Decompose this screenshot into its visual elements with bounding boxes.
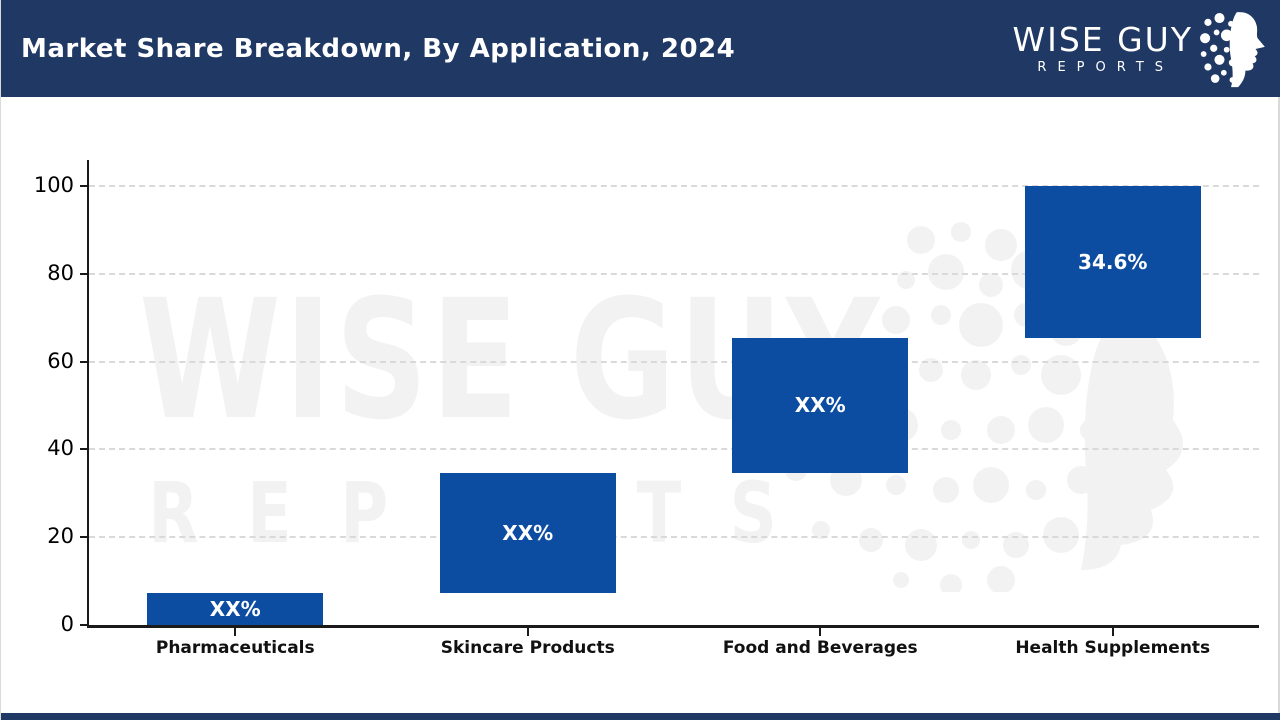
gridline <box>89 185 1259 187</box>
x-axis-label-health-supplements: Health Supplements <box>1015 638 1211 658</box>
logo-subtext: REPORTS <box>1037 60 1175 75</box>
header: Market Share Breakdown, By Application, … <box>1 0 1280 97</box>
y-tick <box>80 185 89 187</box>
x-axis-line <box>87 625 1259 628</box>
y-tick-label: 60 <box>47 348 74 373</box>
gridline <box>89 360 1259 363</box>
x-tick <box>819 628 822 636</box>
gridline <box>89 448 1259 451</box>
x-tick <box>1111 628 1114 636</box>
y-tick <box>80 272 89 275</box>
bar-food-and-beverages: XX% <box>732 337 909 474</box>
x-tick <box>234 628 237 636</box>
y-tick-label: 80 <box>47 260 74 285</box>
bar-value-label: 34.6% <box>1078 249 1148 274</box>
logo-text: WISE GUY REPORTS <box>1012 23 1193 74</box>
footer-bar <box>1 713 1280 720</box>
bar-health-supplements: 34.6% <box>1024 186 1201 338</box>
wiseguy-logo: WISE GUY REPORTS <box>1012 8 1267 90</box>
chart-title: Market Share Breakdown, By Application, … <box>21 33 736 64</box>
bar-value-label: XX% <box>502 521 554 546</box>
x-axis-label-pharmaceuticals: Pharmaceuticals <box>155 638 315 658</box>
bar-skincare-products: XX% <box>439 473 616 593</box>
bar-value-label: XX% <box>209 596 261 621</box>
x-tick <box>526 628 529 636</box>
y-tick <box>80 360 89 363</box>
y-tick-label: 100 <box>33 173 74 197</box>
x-axis-label-skincare-products: Skincare Products <box>440 638 615 658</box>
y-tick-label: 20 <box>47 524 74 549</box>
y-tick-label: 40 <box>47 436 74 461</box>
gridline <box>89 272 1259 275</box>
x-axis-label-food-and-beverages: Food and Beverages <box>722 638 918 658</box>
y-axis-line <box>87 160 89 628</box>
bar-value-label: XX% <box>794 393 846 418</box>
logo-face-icon <box>1200 11 1265 87</box>
bar-pharmaceuticals: XX% <box>147 592 324 625</box>
y-tick <box>80 536 89 539</box>
y-tick <box>80 448 89 451</box>
gridline <box>89 536 1259 539</box>
y-tick <box>80 624 89 626</box>
logo-wordmark: WISE GUY <box>1012 20 1193 59</box>
y-tick-label: 0 <box>60 612 74 636</box>
